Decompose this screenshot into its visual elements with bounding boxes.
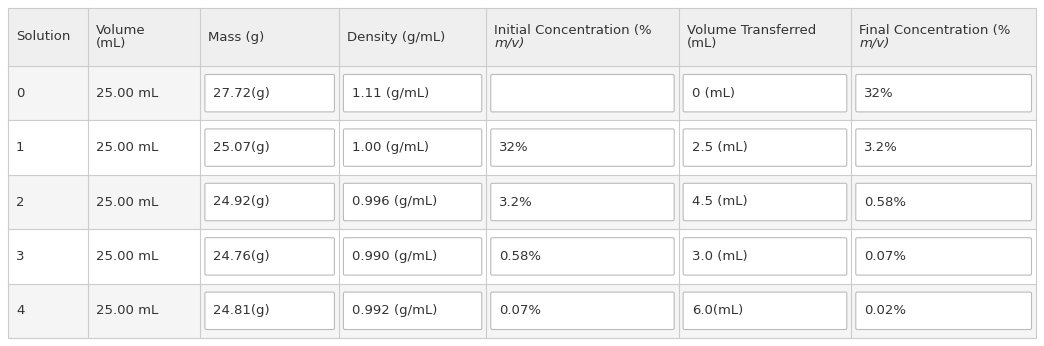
Text: 3.2%: 3.2%: [499, 195, 533, 209]
Text: (mL): (mL): [687, 37, 717, 50]
Text: Volume Transferred: Volume Transferred: [687, 24, 816, 37]
Text: 25.00 mL: 25.00 mL: [96, 195, 159, 209]
Text: 32%: 32%: [864, 87, 894, 100]
FancyBboxPatch shape: [343, 238, 481, 275]
Text: 4.5 (mL): 4.5 (mL): [692, 195, 748, 209]
FancyBboxPatch shape: [343, 74, 481, 112]
Text: Solution: Solution: [16, 30, 70, 44]
Text: 3.0 (mL): 3.0 (mL): [692, 250, 748, 263]
Bar: [8, 229, 1036, 284]
Bar: [8, 284, 1036, 338]
FancyBboxPatch shape: [205, 238, 334, 275]
Text: Initial Concentration (%: Initial Concentration (%: [494, 24, 651, 37]
Text: 3.2%: 3.2%: [864, 141, 898, 154]
FancyBboxPatch shape: [343, 183, 481, 221]
Bar: [8, 8, 1036, 66]
FancyBboxPatch shape: [205, 183, 334, 221]
Text: 27.72(g): 27.72(g): [213, 87, 270, 100]
FancyBboxPatch shape: [683, 238, 847, 275]
FancyBboxPatch shape: [205, 292, 334, 329]
Bar: [8, 66, 1036, 120]
Text: 2.5 (mL): 2.5 (mL): [692, 141, 748, 154]
Text: (mL): (mL): [96, 37, 126, 50]
Text: 0: 0: [16, 87, 24, 100]
FancyBboxPatch shape: [205, 74, 334, 112]
FancyBboxPatch shape: [683, 74, 847, 112]
Text: 24.92(g): 24.92(g): [213, 195, 270, 209]
Bar: [8, 175, 1036, 229]
Text: Volume: Volume: [96, 24, 146, 37]
Text: Density (g/mL): Density (g/mL): [347, 30, 445, 44]
Text: Mass (g): Mass (g): [209, 30, 265, 44]
Text: 25.07(g): 25.07(g): [213, 141, 270, 154]
Text: 0.07%: 0.07%: [499, 304, 541, 317]
Text: 25.00 mL: 25.00 mL: [96, 304, 159, 317]
FancyBboxPatch shape: [683, 183, 847, 221]
Bar: [8, 120, 1036, 175]
Text: 0.990 (g/mL): 0.990 (g/mL): [352, 250, 437, 263]
Text: 3: 3: [16, 250, 24, 263]
Text: 25.00 mL: 25.00 mL: [96, 250, 159, 263]
Text: 0.992 (g/mL): 0.992 (g/mL): [352, 304, 437, 317]
Text: 1.11 (g/mL): 1.11 (g/mL): [352, 87, 429, 100]
FancyBboxPatch shape: [491, 129, 674, 166]
Text: 0 (mL): 0 (mL): [692, 87, 735, 100]
FancyBboxPatch shape: [856, 183, 1031, 221]
Text: 25.00 mL: 25.00 mL: [96, 87, 159, 100]
FancyBboxPatch shape: [856, 74, 1031, 112]
Text: m/v): m/v): [494, 37, 525, 50]
Text: 1: 1: [16, 141, 24, 154]
FancyBboxPatch shape: [683, 292, 847, 329]
Text: 0.996 (g/mL): 0.996 (g/mL): [352, 195, 437, 209]
Text: 0.02%: 0.02%: [864, 304, 906, 317]
FancyBboxPatch shape: [856, 129, 1031, 166]
Text: 4: 4: [16, 304, 24, 317]
Text: 32%: 32%: [499, 141, 529, 154]
Text: m/v): m/v): [859, 37, 889, 50]
FancyBboxPatch shape: [343, 292, 481, 329]
Text: 2: 2: [16, 195, 24, 209]
FancyBboxPatch shape: [491, 183, 674, 221]
Text: 0.58%: 0.58%: [499, 250, 541, 263]
FancyBboxPatch shape: [491, 74, 674, 112]
FancyBboxPatch shape: [856, 292, 1031, 329]
Text: 24.76(g): 24.76(g): [213, 250, 270, 263]
FancyBboxPatch shape: [491, 292, 674, 329]
FancyBboxPatch shape: [205, 129, 334, 166]
Text: 1.00 (g/mL): 1.00 (g/mL): [352, 141, 429, 154]
FancyBboxPatch shape: [343, 129, 481, 166]
Text: 0.07%: 0.07%: [864, 250, 906, 263]
FancyBboxPatch shape: [856, 238, 1031, 275]
FancyBboxPatch shape: [491, 238, 674, 275]
Text: Final Concentration (%: Final Concentration (%: [859, 24, 1011, 37]
Text: 6.0(mL): 6.0(mL): [692, 304, 743, 317]
Text: 24.81(g): 24.81(g): [213, 304, 270, 317]
Text: 25.00 mL: 25.00 mL: [96, 141, 159, 154]
Text: 0.58%: 0.58%: [864, 195, 906, 209]
FancyBboxPatch shape: [683, 129, 847, 166]
